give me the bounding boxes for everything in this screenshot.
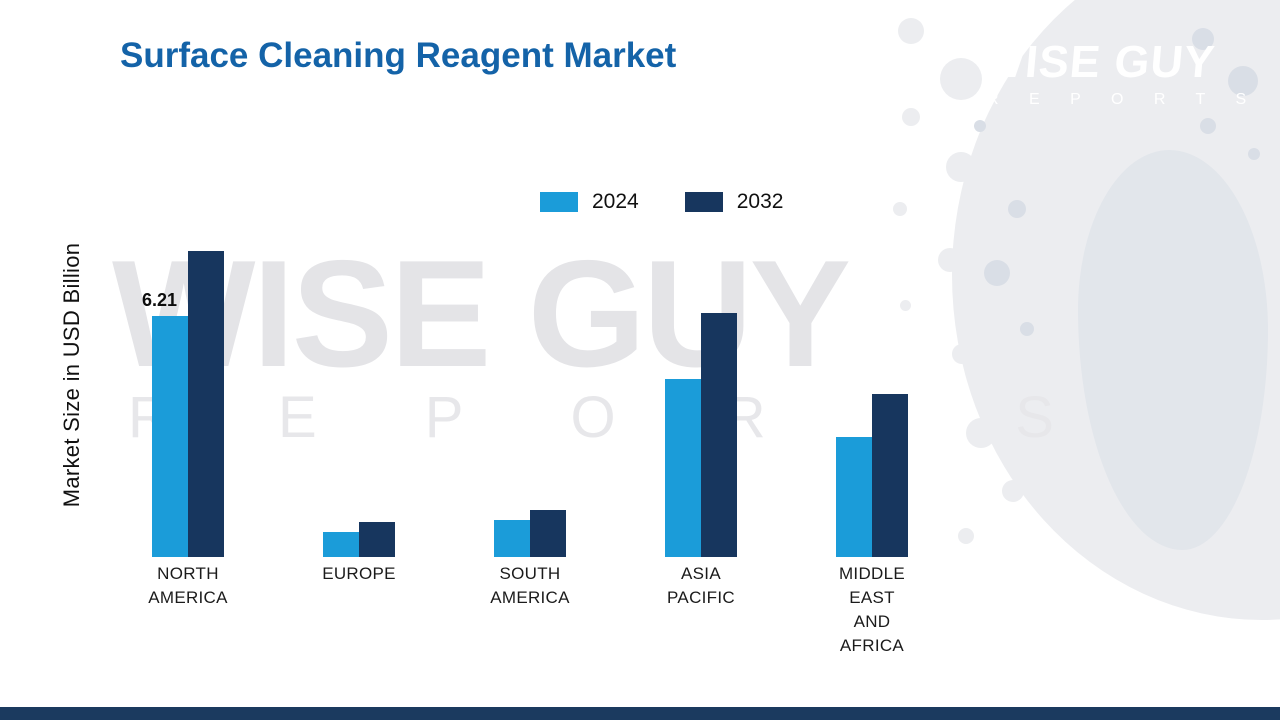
category-label-middle-east-and-africa: MIDDLE EAST AND AFRICA bbox=[800, 562, 944, 659]
legend-swatch-2032 bbox=[684, 192, 723, 212]
logo-subtext: R E P O R T S bbox=[987, 91, 1260, 108]
decorative-circle bbox=[940, 58, 982, 100]
decorative-circle bbox=[958, 528, 974, 544]
category-label-line: EAST bbox=[849, 588, 895, 608]
bar-group-asia-pacific: ASIA PACIFIC bbox=[641, 247, 761, 607]
bar-2024-south-america bbox=[494, 520, 530, 557]
plot-area: 6.21 NORTH AMERICA EUROPE SOUTH AMERICA ASIA PA… bbox=[120, 247, 940, 655]
decorative-circle bbox=[1192, 28, 1214, 50]
category-label-line: ASIA bbox=[681, 564, 721, 583]
bar-2032-middle-east-and-africa bbox=[872, 394, 908, 557]
category-label-north-america: NORTH AMERICA bbox=[116, 562, 260, 610]
decorative-circle bbox=[952, 344, 972, 364]
bar-group-south-america: SOUTH AMERICA bbox=[470, 247, 590, 607]
category-label-line: EUROPE bbox=[322, 564, 396, 583]
bar-group-middle-east-and-africa: MIDDLE EAST AND AFRICA bbox=[812, 247, 932, 655]
decorative-circle bbox=[938, 248, 962, 272]
category-label-line: MIDDLE bbox=[838, 564, 906, 583]
bar-2024-europe bbox=[323, 532, 359, 557]
bar-group-europe: EUROPE bbox=[299, 247, 419, 583]
decorative-circle bbox=[1228, 66, 1258, 96]
decorative-circle bbox=[1200, 118, 1216, 134]
bar-value-label: 6.21 bbox=[142, 290, 178, 310]
category-label-line: PACIFIC bbox=[667, 588, 735, 608]
bar-2032-south-america bbox=[530, 510, 566, 557]
wiseguy-logo: WISE GUY R E P O R T S bbox=[979, 36, 1260, 109]
bar-2032-north-america bbox=[188, 251, 224, 557]
category-label-europe: EUROPE bbox=[287, 562, 431, 586]
decorative-circle bbox=[893, 202, 907, 216]
legend-label-2032: 2032 bbox=[736, 190, 784, 213]
decorative-circle bbox=[984, 260, 1010, 286]
head-profile-shape bbox=[1078, 150, 1268, 550]
decorative-circle bbox=[1002, 480, 1024, 502]
legend-swatch-2024 bbox=[540, 192, 578, 212]
decorative-circle bbox=[1008, 200, 1026, 218]
decorative-circle bbox=[1020, 322, 1034, 336]
footer-bar bbox=[0, 707, 1280, 720]
decorative-circle bbox=[898, 18, 924, 44]
bar-2032-europe bbox=[359, 522, 395, 557]
category-label-south-america: SOUTH AMERICA bbox=[458, 562, 602, 610]
category-label-line: AMERICA bbox=[490, 588, 570, 608]
legend-item-2032: 2032 bbox=[684, 190, 784, 214]
category-label-line: AMERICA bbox=[148, 588, 228, 608]
logo-text: WISE GUY bbox=[979, 36, 1218, 87]
bar-2032-asia-pacific bbox=[701, 313, 737, 557]
decorative-circle bbox=[974, 120, 986, 132]
decorative-circle bbox=[946, 152, 976, 182]
decorative-circle bbox=[900, 300, 911, 311]
category-label-line: NORTH bbox=[157, 564, 219, 583]
legend: 2024 2032 bbox=[540, 190, 783, 214]
chart-title: Surface Cleaning Reagent Market bbox=[120, 36, 677, 75]
legend-item-2024: 2024 bbox=[540, 190, 639, 214]
y-axis-label: Market Size in USD Billion bbox=[59, 242, 84, 508]
legend-label-2024: 2024 bbox=[592, 190, 639, 213]
decorative-circle bbox=[966, 418, 996, 448]
category-label-line: AND bbox=[853, 612, 891, 632]
category-label-line: SOUTH bbox=[499, 564, 561, 583]
bar-2024-asia-pacific bbox=[665, 379, 701, 557]
bar-2024-middle-east-and-africa bbox=[836, 437, 872, 557]
category-label-asia-pacific: ASIA PACIFIC bbox=[629, 562, 773, 610]
bar-group-north-america: 6.21 NORTH AMERICA bbox=[128, 247, 248, 607]
bar-2024-north-america bbox=[152, 316, 188, 557]
category-label-line: AFRICA bbox=[839, 636, 905, 656]
decorative-circle bbox=[1248, 148, 1260, 160]
decorative-circle bbox=[902, 108, 920, 126]
